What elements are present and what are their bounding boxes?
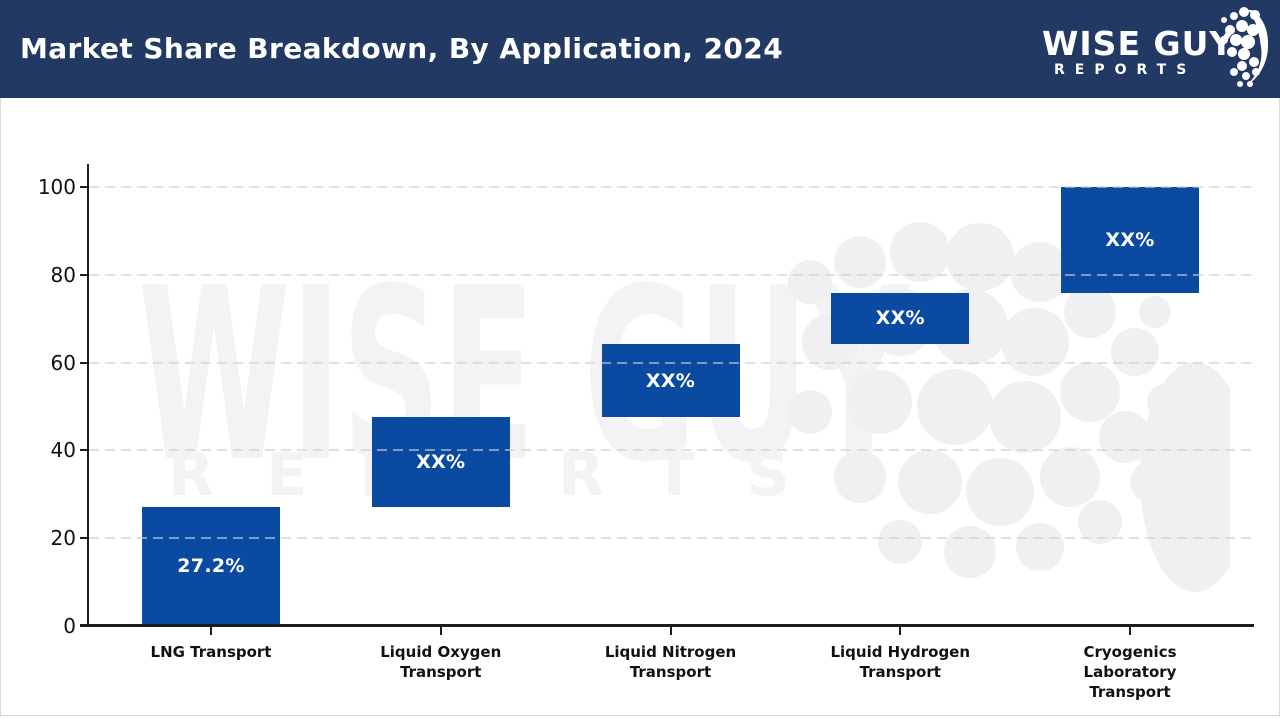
bar-segment-1: 27.2% xyxy=(142,506,280,626)
y-tick-label: 20 xyxy=(50,526,76,551)
y-tick-label: 100 xyxy=(37,175,76,199)
gridline-100 xyxy=(89,186,1253,188)
bar-value-label: XX% xyxy=(416,451,466,474)
brand-logo: WISE GUY REPORTS xyxy=(1008,6,1270,92)
bar-value-label: 27.2% xyxy=(177,555,245,578)
gridline-80 xyxy=(89,273,1253,276)
bar-segment-4: XX% xyxy=(831,292,970,344)
y-tick-label: 0 xyxy=(63,614,76,638)
watermark-head-icon xyxy=(788,222,1230,592)
bar-value-label: XX% xyxy=(875,307,925,330)
brand-logo-subtext: REPORTS xyxy=(1054,62,1197,78)
bar-segment-3: XX% xyxy=(601,343,740,418)
y-tick-mark xyxy=(80,625,88,627)
y-tick-label: 80 xyxy=(50,262,76,287)
x-tick-mark xyxy=(439,627,442,635)
page-title: Market Share Breakdown, By Application, … xyxy=(20,32,784,65)
y-tick-mark xyxy=(80,273,88,276)
x-tick-mark xyxy=(210,627,212,635)
y-tick-label: 60 xyxy=(50,350,76,375)
x-tick-label: Liquid Oxygen Transport xyxy=(380,643,502,681)
x-tick-label: Liquid Hydrogen Transport xyxy=(830,643,971,681)
watermark-wordmark: WISE GUY xyxy=(138,238,909,515)
x-tick-label: Liquid Nitrogen Transport xyxy=(604,643,737,681)
x-tick-mark xyxy=(669,627,672,635)
brand-logo-wordmark: WISE GUY xyxy=(1042,24,1235,63)
bar-segment-5: XX% xyxy=(1061,187,1199,293)
gridline-40 xyxy=(89,449,1253,452)
y-tick-mark xyxy=(80,361,88,364)
x-tick-label: LNG Transport xyxy=(150,643,272,661)
bar-value-label: XX% xyxy=(1105,228,1155,251)
y-tick-mark xyxy=(80,186,88,188)
gridline-20 xyxy=(89,537,1253,540)
brand-head-icon xyxy=(1220,7,1269,87)
x-tick-label: Cryogenics Laboratory Transport xyxy=(1083,643,1177,701)
header-band: Market Share Breakdown, By Application, … xyxy=(0,0,1280,98)
y-tick-label: 40 xyxy=(50,438,76,463)
x-axis-line xyxy=(80,624,1254,627)
y-axis-line xyxy=(87,164,89,627)
y-tick-mark xyxy=(80,449,88,452)
bar-segment-2: XX% xyxy=(371,417,510,507)
x-tick-mark xyxy=(1129,627,1131,635)
bar-value-label: XX% xyxy=(645,369,696,392)
y-tick-mark xyxy=(80,537,88,540)
x-tick-mark xyxy=(899,627,902,635)
gridline-60 xyxy=(89,361,1253,364)
